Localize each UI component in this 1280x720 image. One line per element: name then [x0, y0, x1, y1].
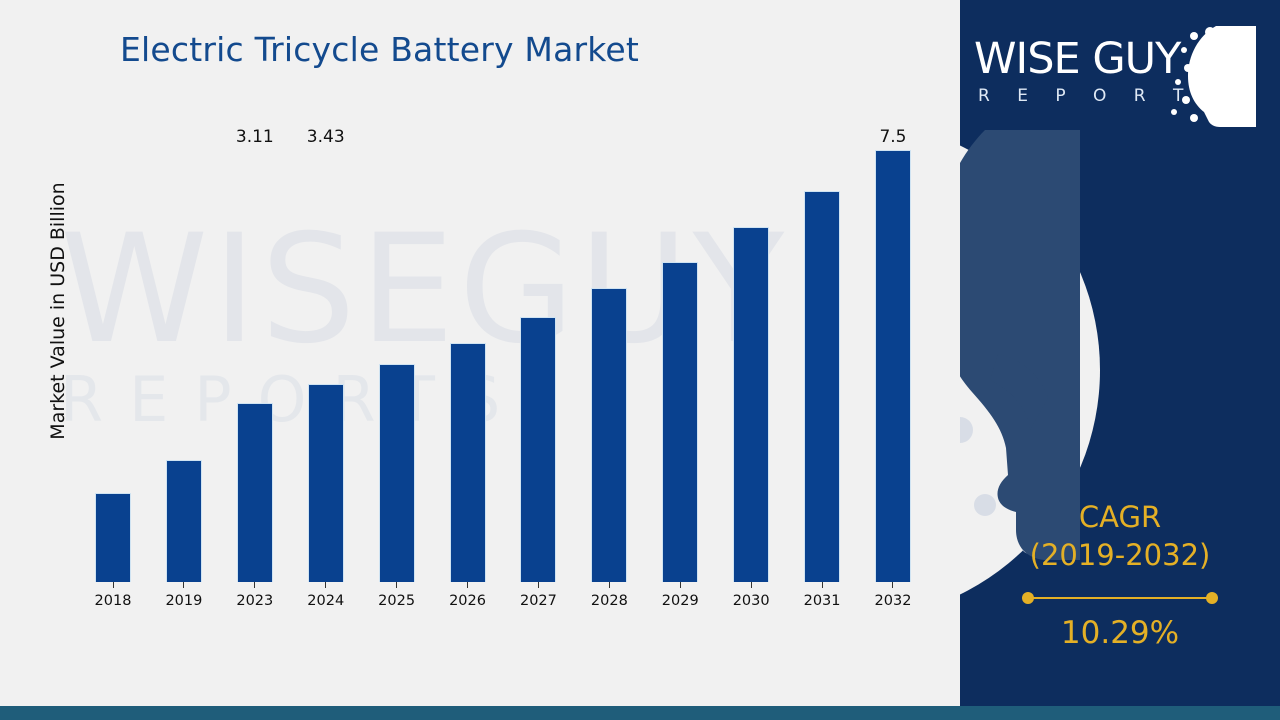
logo-head-icon	[1188, 26, 1256, 127]
plot-area: 3.11 3.43 7.5	[78, 127, 928, 582]
bar-slot	[716, 150, 786, 582]
x-tick-label: 2031	[803, 593, 841, 609]
bar-slot	[574, 150, 644, 582]
bar-slot	[78, 150, 148, 582]
bar	[236, 403, 273, 582]
bar-slot	[503, 150, 573, 582]
bar	[733, 227, 770, 582]
cagr-period: (2019-2032)	[1029, 538, 1211, 573]
head-silhouette-icon	[960, 130, 1080, 560]
bar-series: 3.11 3.43 7.5	[78, 127, 928, 582]
x-tick-mark	[467, 582, 469, 588]
x-tick-label: 2029	[661, 593, 699, 609]
x-tick-label: 2028	[590, 593, 628, 609]
bar	[520, 317, 557, 582]
cagr-value: 10.29%	[1060, 614, 1180, 651]
bar-value-label: 3.11	[235, 127, 274, 147]
cagr-label: CAGR	[1078, 500, 1162, 534]
bar	[662, 262, 699, 582]
logo-secondary-text: R E P O R T S	[978, 86, 1233, 106]
brand-logo: WISE GUY R E P O R T S	[968, 24, 1272, 127]
x-tick-label: 2027	[519, 593, 557, 609]
x-tick-mark	[537, 582, 539, 588]
x-tick-mark	[608, 582, 610, 588]
x-tick-mark	[750, 582, 752, 588]
bar	[804, 191, 841, 582]
x-tick-list: 2018 2019 2023 2024 2025 2026 2027 2028 2029 2030…	[78, 582, 928, 609]
bar	[449, 343, 486, 582]
bar-slot	[787, 150, 857, 582]
x-tick-mark	[396, 582, 398, 588]
x-tick: 2030	[716, 582, 786, 609]
bar-slot: 7.5	[858, 127, 928, 582]
cagr-divider-dot-right	[1206, 591, 1218, 604]
cagr-divider	[1022, 591, 1218, 605]
x-tick-mark	[821, 582, 823, 588]
x-tick-label: 2032	[874, 593, 912, 609]
x-tick-mark	[679, 582, 681, 588]
x-tick-mark	[112, 582, 114, 588]
x-tick: 2019	[149, 582, 219, 609]
x-tick: 2024	[291, 582, 361, 609]
bar	[591, 288, 628, 582]
x-tick-label: 2025	[378, 593, 416, 609]
x-tick-mark	[254, 582, 256, 588]
cagr-divider-rule	[1030, 596, 1210, 599]
x-tick-mark	[183, 582, 185, 588]
bar	[378, 364, 415, 582]
bar-slot: 3.43	[291, 127, 361, 582]
x-axis: 2018 2019 2023 2024 2025 2026 2027 2028 2029 2030…	[78, 582, 928, 622]
bar-value-label: 3.43	[306, 127, 345, 147]
chart-panel: WISEGUY REPORTS Electric Tricycle Batter…	[47, 30, 928, 622]
bar	[165, 460, 202, 582]
x-tick-label: 2019	[165, 593, 203, 609]
bar-value-label: 7.5	[879, 127, 907, 147]
x-tick: 2028	[574, 582, 644, 609]
bar-slot	[433, 150, 503, 582]
x-tick: 2018	[78, 582, 148, 609]
x-tick-label: 2024	[307, 593, 345, 609]
x-tick: 2023	[220, 582, 290, 609]
x-tick-label: 2026	[449, 593, 486, 609]
logo-primary-text: WISE GUY	[974, 34, 1181, 84]
bar-slot	[149, 150, 219, 582]
bar	[307, 384, 344, 582]
x-tick-label: 2030	[732, 593, 770, 609]
bar	[95, 493, 131, 582]
bar-slot: 3.11	[220, 127, 290, 582]
bottom-strip	[0, 706, 1280, 720]
x-tick-mark	[325, 582, 327, 588]
y-axis-title: Market Value in USD Billion	[47, 182, 69, 440]
x-tick: 2025	[362, 582, 432, 609]
x-tick-label: 2018	[94, 593, 132, 609]
cagr-divider-dot-left	[1022, 591, 1034, 604]
x-tick: 2029	[645, 582, 715, 609]
x-tick: 2032	[858, 582, 928, 609]
x-tick: 2031	[787, 582, 857, 609]
bar-slot	[645, 150, 715, 582]
x-tick-mark	[892, 582, 894, 588]
cagr-block: CAGR (2019-2032) 10.29%	[960, 498, 1280, 651]
bar	[874, 150, 911, 582]
bar-slot	[362, 150, 432, 582]
x-tick-label: 2023	[236, 593, 274, 609]
x-tick: 2026	[433, 582, 503, 609]
side-panel: WISE GUY R E P O R T S CAGR (2019-2032)	[960, 0, 1280, 706]
x-tick: 2027	[503, 582, 573, 609]
chart-title: Electric Tricycle Battery Market	[120, 30, 640, 69]
